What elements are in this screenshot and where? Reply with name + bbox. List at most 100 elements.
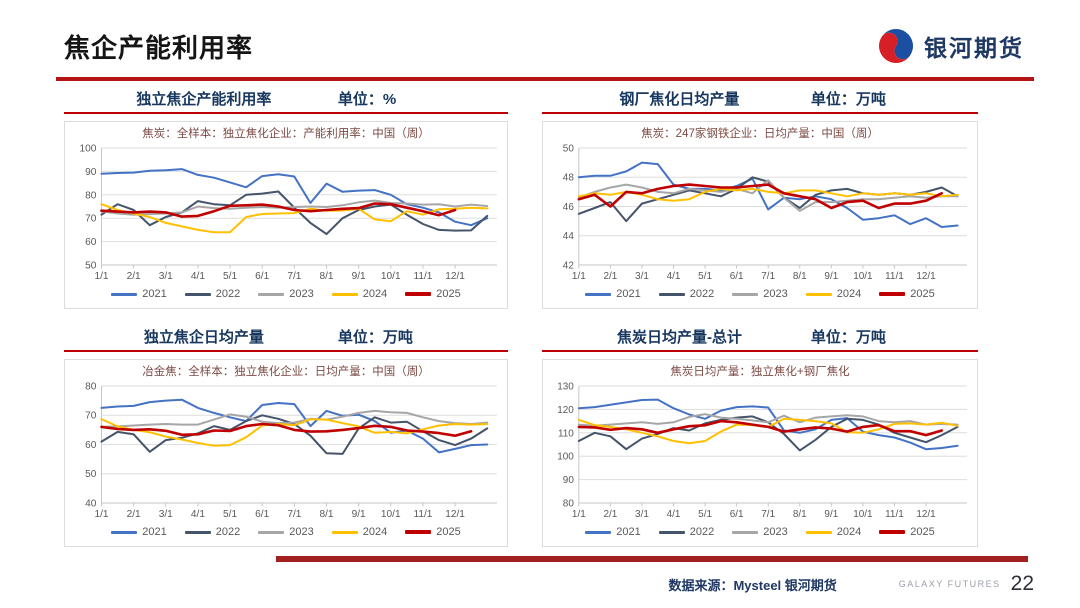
- svg-text:1/1: 1/1: [94, 509, 108, 520]
- chart-unit-label: 单位：万吨: [337, 329, 413, 346]
- chart-title: 焦炭日均产量-总计: [616, 329, 742, 346]
- svg-text:12/1: 12/1: [445, 271, 465, 282]
- legend-label: 2021: [142, 288, 167, 300]
- legend-label: 2021: [616, 526, 641, 538]
- svg-text:46: 46: [563, 202, 575, 213]
- svg-text:5/1: 5/1: [223, 509, 237, 520]
- legend-item-2025: 2025: [879, 526, 935, 538]
- chart-block-coke-total-daily-output: 焦炭日均产量-总计 单位：万吨 焦炭日均产量：独立焦化+钢厂焦化 80 90 100…: [542, 326, 978, 547]
- svg-text:2/1: 2/1: [127, 509, 141, 520]
- legend-label: 2022: [689, 288, 715, 300]
- svg-text:3/1: 3/1: [635, 271, 649, 282]
- svg-text:9/1: 9/1: [352, 509, 366, 520]
- svg-text:3/1: 3/1: [159, 271, 173, 282]
- chart-block-independent-daily-output: 独立焦企日均产量 单位：万吨 冶金焦：全样本：独立焦化企业：日均产量：中国（周）…: [64, 326, 508, 547]
- chart-title-underline: [64, 350, 508, 352]
- data-source-text: 数据来源：Mysteel 银河期货: [668, 577, 837, 593]
- chart-title-underline: [542, 112, 978, 114]
- svg-text:6/1: 6/1: [255, 509, 269, 520]
- legend-label: 2025: [436, 288, 461, 300]
- legend-line-swatch: [732, 530, 759, 534]
- svg-text:90: 90: [563, 475, 575, 486]
- footer: 数据来源：Mysteel 银河期货 GALAXY FUTURES 22: [668, 572, 1034, 596]
- legend-line-swatch: [111, 292, 138, 296]
- legend-label: 2023: [289, 288, 314, 300]
- svg-text:110: 110: [558, 428, 574, 439]
- chart-unit-label: 单位：万吨: [810, 91, 886, 108]
- svg-text:7/1: 7/1: [761, 271, 775, 282]
- chart-unit-label: 单位：%: [337, 91, 397, 108]
- chart-subtitle: 冶金焦：全样本：独立焦化企业：日均产量：中国（周）: [142, 366, 430, 378]
- svg-text:2/1: 2/1: [603, 509, 617, 520]
- legend-item-2023: 2023: [732, 526, 788, 538]
- legend-label: 2021: [616, 288, 641, 300]
- svg-text:70: 70: [85, 411, 97, 422]
- svg-text:5/1: 5/1: [698, 509, 712, 520]
- line-chart-plot: 80 90 100 110 120 130 1/1 2/1 3/1 4/1 5/1 6/1 7/1 8/1…: [557, 381, 968, 520]
- legend-label: 2025: [910, 526, 935, 538]
- galaxy-futures-logo: 银河期货: [876, 26, 1024, 66]
- chart-subtitle: 焦炭日均产量：独立焦化+钢厂焦化: [670, 366, 850, 378]
- chart-head: 独立焦企日均产量 单位：万吨: [64, 326, 508, 347]
- svg-text:9/1: 9/1: [824, 271, 838, 282]
- svg-text:4/1: 4/1: [191, 271, 205, 282]
- chart-subtitle: 焦炭：247家钢铁企业：日均产量：中国（周）: [641, 128, 879, 140]
- chart-panel: 焦炭日均产量：独立焦化+钢厂焦化 80 90 100 110 120 130 1/1 2/1 3…: [542, 359, 978, 547]
- logo-text: 银河期货: [924, 35, 1024, 61]
- legend-line-swatch: [405, 292, 432, 296]
- chart-block-steel-mill-coking-output: 钢厂焦化日均产量 单位：万吨 焦炭：247家钢铁企业：日均产量：中国（周） 42…: [542, 88, 978, 309]
- legend-item-2023: 2023: [258, 288, 314, 300]
- svg-text:10/1: 10/1: [381, 509, 401, 520]
- legend-item-2023: 2023: [258, 526, 314, 538]
- chart-panel: 焦炭：247家钢铁企业：日均产量：中国（周） 42 44 46 48 50 1/1 2/1 3…: [542, 121, 978, 309]
- svg-text:44: 44: [563, 231, 575, 242]
- legend-item-2025: 2025: [405, 288, 461, 300]
- header-rule: [56, 77, 1034, 81]
- svg-text:50: 50: [85, 469, 97, 480]
- svg-text:60: 60: [85, 237, 97, 248]
- legend-item-2024: 2024: [331, 288, 387, 300]
- svg-text:11/1: 11/1: [413, 509, 432, 520]
- legend-line-swatch: [331, 292, 358, 296]
- legend-line-swatch: [331, 530, 358, 534]
- chart-unit-label: 单位：万吨: [810, 329, 886, 346]
- chart-title-underline: [542, 350, 978, 352]
- chart-panel: 冶金焦：全样本：独立焦化企业：日均产量：中国（周） 40 50 60 70 80 1/1 2…: [64, 359, 508, 547]
- svg-text:9/1: 9/1: [824, 509, 838, 520]
- legend-label: 2021: [142, 526, 167, 538]
- legend-item-2022: 2022: [184, 526, 240, 538]
- svg-text:7/1: 7/1: [287, 271, 301, 282]
- legend-item-2024: 2024: [331, 526, 387, 538]
- line-chart-plot: 42 44 46 48 50 1/1 2/1 3/1 4/1 5/1 6/1 7/1 8/1 9/1 10/…: [563, 143, 968, 282]
- legend-label: 2025: [436, 526, 461, 538]
- svg-text:6/1: 6/1: [730, 509, 744, 520]
- legend-label: 2022: [215, 288, 241, 300]
- chart-legend: 2021 2022 2023 2024 2025: [65, 283, 507, 305]
- svg-text:100: 100: [557, 452, 574, 463]
- legend-item-2025: 2025: [405, 526, 461, 538]
- legend-item-2025: 2025: [879, 288, 935, 300]
- svg-text:60: 60: [85, 440, 97, 451]
- svg-text:50: 50: [563, 143, 575, 154]
- legend-line-swatch: [658, 292, 685, 296]
- legend-line-swatch: [732, 292, 759, 296]
- svg-text:80: 80: [85, 190, 97, 201]
- svg-text:6/1: 6/1: [255, 271, 269, 282]
- line-chart-plot: 40 50 60 70 80 1/1 2/1 3/1 4/1 5/1 6/1 7/1 8/1 9/1 10/…: [85, 382, 497, 520]
- legend-line-swatch: [184, 292, 211, 296]
- legend-line-swatch: [879, 530, 906, 534]
- svg-text:9/1: 9/1: [352, 271, 366, 282]
- legend-item-2024: 2024: [805, 526, 862, 538]
- svg-text:4/1: 4/1: [667, 271, 681, 282]
- svg-text:4/1: 4/1: [191, 509, 205, 520]
- chart-block-independent-capacity-utilization: 独立焦企产能利用率 单位：% 焦炭：全样本：独立焦化企业：产能利用率：中国（周）…: [64, 88, 508, 309]
- legend-line-swatch: [658, 530, 685, 534]
- svg-text:130: 130: [557, 381, 574, 392]
- legend-label: 2024: [836, 526, 862, 538]
- legend-item-2024: 2024: [805, 288, 861, 300]
- footer-accent-bar: [276, 556, 1028, 562]
- line-chart-plot: 50 60 70 80 90 100 1/1 2/1 3/1 4/1 5/1 6/1 7/1 8/1 9/1…: [80, 144, 497, 282]
- svg-text:70: 70: [85, 214, 97, 225]
- svg-text:7/1: 7/1: [761, 509, 775, 520]
- legend-line-swatch: [405, 530, 432, 534]
